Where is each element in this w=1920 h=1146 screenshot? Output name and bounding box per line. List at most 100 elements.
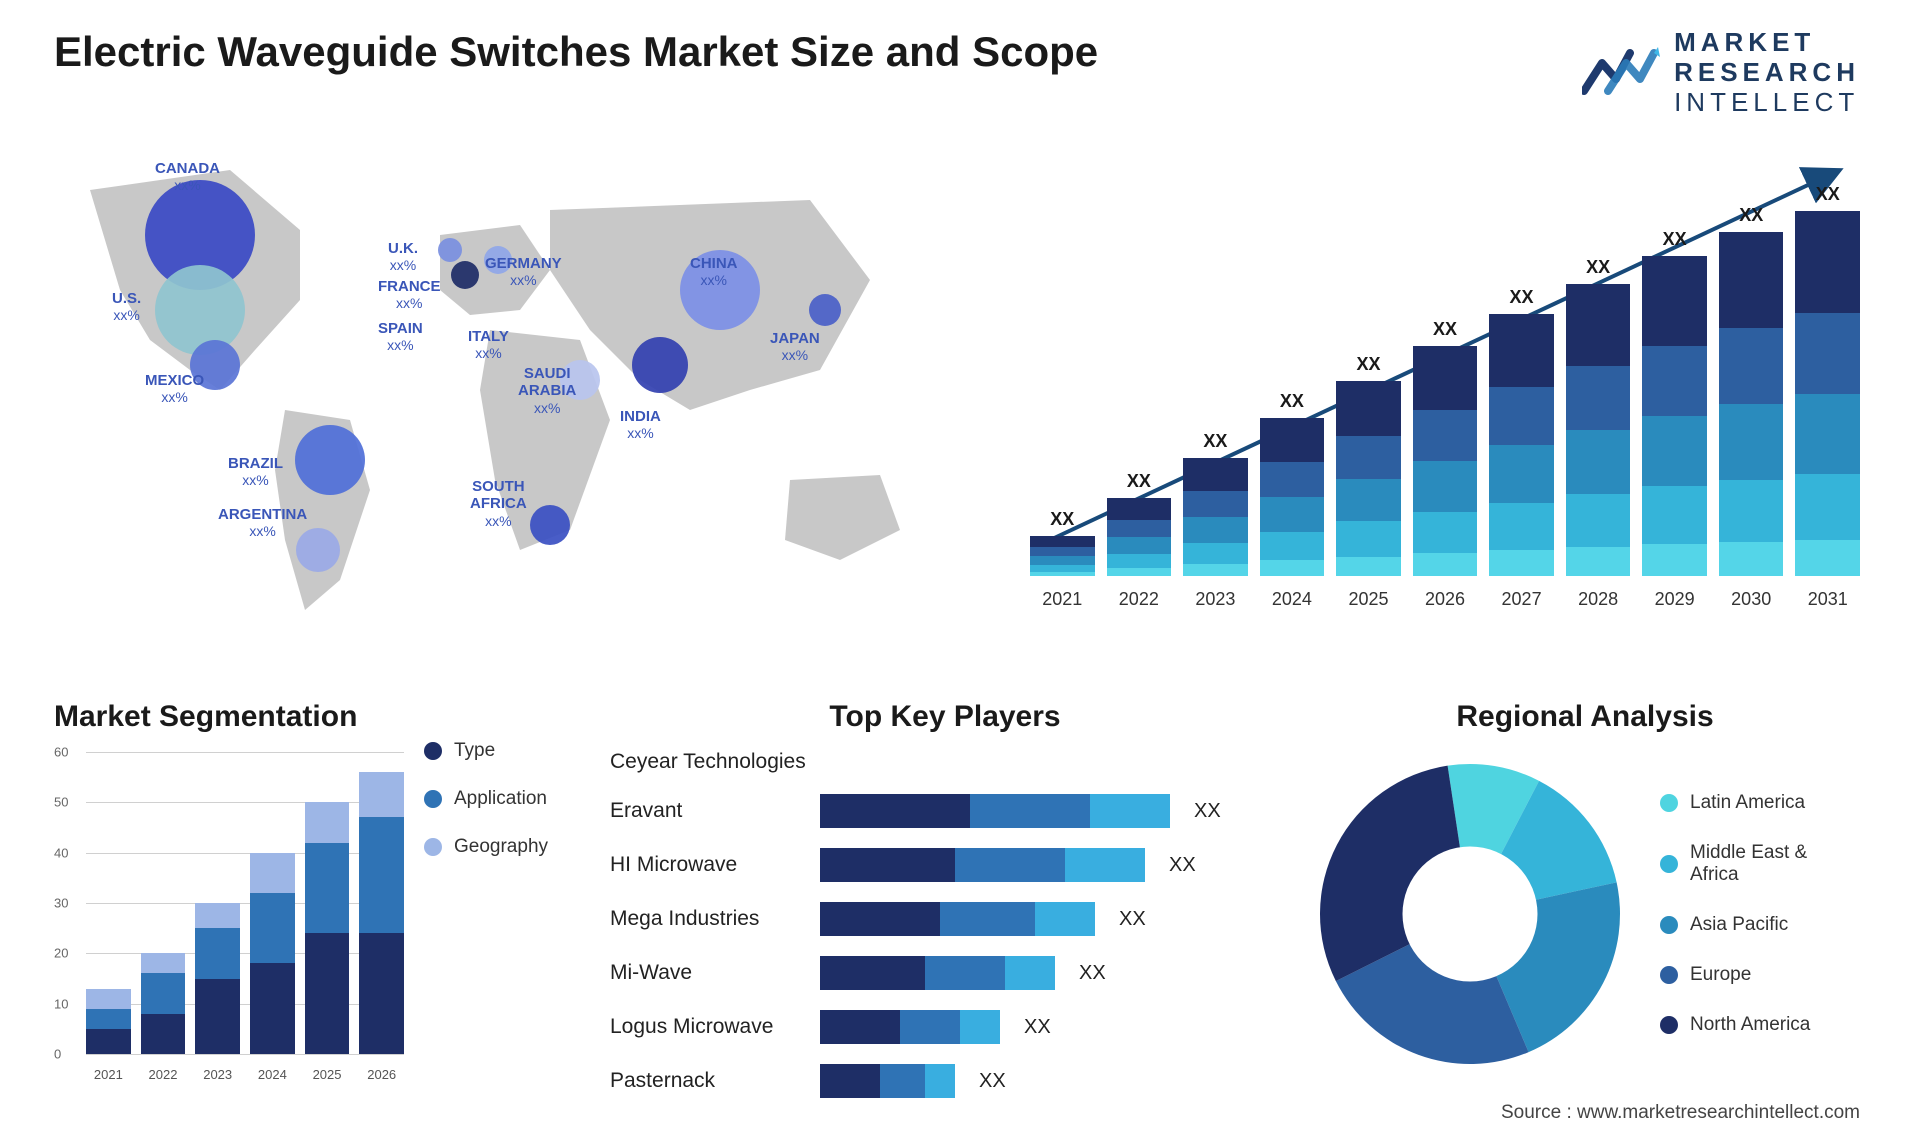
seg-ytick: 40 bbox=[54, 845, 68, 860]
logo-mark-icon bbox=[1582, 45, 1660, 101]
growth-bar: XX bbox=[1030, 509, 1095, 576]
legend-dot-icon bbox=[424, 838, 442, 856]
legend-label: Type bbox=[454, 740, 495, 762]
seg-bar bbox=[86, 989, 131, 1054]
kp-name: Mega Industries bbox=[610, 907, 810, 931]
kp-row: Pasternack XX bbox=[610, 1062, 1280, 1100]
seg-xlabel: 2021 bbox=[86, 1067, 131, 1082]
seg-ytick: 0 bbox=[54, 1047, 61, 1062]
seg-xlabel: 2025 bbox=[305, 1067, 350, 1082]
regional-title: Regional Analysis bbox=[1310, 700, 1860, 734]
kp-row: HI Microwave XX bbox=[610, 846, 1280, 884]
growth-xlabel: 2027 bbox=[1489, 589, 1554, 610]
kp-name: Pasternack bbox=[610, 1069, 810, 1093]
kp-value: XX bbox=[979, 1070, 1006, 1093]
legend-dot-icon bbox=[1660, 966, 1678, 984]
map-country-label: SPAINxx% bbox=[378, 320, 423, 355]
legend-label: Asia Pacific bbox=[1690, 914, 1788, 936]
growth-xlabel: 2021 bbox=[1030, 589, 1095, 610]
map-country-label: U.S.xx% bbox=[112, 290, 141, 325]
map-country-label: CHINAxx% bbox=[690, 255, 738, 290]
kp-row: Mega Industries XX bbox=[610, 900, 1280, 938]
legend-dot-icon bbox=[1660, 1016, 1678, 1034]
kp-bar bbox=[820, 902, 1095, 936]
growth-xlabel: 2031 bbox=[1795, 589, 1860, 610]
seg-xlabel: 2023 bbox=[195, 1067, 240, 1082]
growth-bar: XX bbox=[1183, 431, 1248, 576]
growth-bar: XX bbox=[1413, 319, 1478, 576]
map-country-label: MEXICOxx% bbox=[145, 372, 204, 407]
seg-ytick: 30 bbox=[54, 896, 68, 911]
seg-bar bbox=[305, 802, 350, 1054]
growth-bar: XX bbox=[1107, 471, 1172, 576]
seg-bar bbox=[141, 953, 186, 1054]
growth-xlabel: 2030 bbox=[1719, 589, 1784, 610]
seg-ytick: 50 bbox=[54, 795, 68, 810]
legend-item: Middle East &Africa bbox=[1660, 842, 1810, 886]
kp-row: Mi-WaveXX bbox=[610, 954, 1280, 992]
kp-value: XX bbox=[1119, 908, 1146, 931]
legend-dot-icon bbox=[424, 742, 442, 760]
map-country-label: SAUDIARABIAxx% bbox=[518, 365, 576, 417]
legend-item: Type bbox=[424, 740, 548, 762]
segmentation-legend: Type Application Geography bbox=[424, 740, 548, 858]
world-map: CANADAxx%U.S.xx%MEXICOxx%BRAZILxx%ARGENT… bbox=[50, 140, 950, 640]
growth-bar: XX bbox=[1566, 257, 1631, 576]
growth-bar: XX bbox=[1336, 354, 1401, 576]
legend-dot-icon bbox=[1660, 916, 1678, 934]
legend-label: Latin America bbox=[1690, 792, 1805, 814]
seg-bar bbox=[195, 903, 240, 1054]
growth-bar-chart: XXXXXXXXXXXXXXXXXXXXXX 20212022202320242… bbox=[1030, 140, 1860, 610]
legend-label: Middle East &Africa bbox=[1690, 842, 1807, 886]
key-players-title: Top Key Players bbox=[610, 700, 1280, 734]
kp-name: Eravant bbox=[610, 799, 810, 823]
kp-bar bbox=[820, 956, 1055, 990]
seg-xlabel: 2026 bbox=[359, 1067, 404, 1082]
legend-label: Geography bbox=[454, 836, 548, 858]
kp-name: Logus Microwave bbox=[610, 1015, 810, 1039]
kp-bar bbox=[820, 1010, 1000, 1044]
legend-label: Europe bbox=[1690, 964, 1751, 986]
seg-xlabel: 2022 bbox=[141, 1067, 186, 1082]
kp-value: XX bbox=[1169, 854, 1196, 877]
seg-bar bbox=[359, 772, 404, 1054]
map-country-label: ARGENTINAxx% bbox=[218, 506, 307, 541]
kp-value: XX bbox=[1079, 962, 1106, 985]
seg-ytick: 10 bbox=[54, 996, 68, 1011]
kp-row: Logus MicrowaveXX bbox=[610, 1008, 1280, 1046]
growth-bar: XX bbox=[1795, 184, 1860, 576]
regional-legend: Latin America Middle East &Africa Asia Pac… bbox=[1660, 792, 1810, 1036]
legend-label: Application bbox=[454, 788, 547, 810]
growth-bar: XX bbox=[1642, 229, 1707, 576]
kp-value: XX bbox=[1194, 800, 1221, 823]
legend-item: Asia Pacific bbox=[1660, 914, 1810, 936]
legend-item: Latin America bbox=[1660, 792, 1810, 814]
growth-xlabel: 2023 bbox=[1183, 589, 1248, 610]
kp-name: HI Microwave bbox=[610, 853, 810, 877]
source-attribution: Source : www.marketresearchintellect.com bbox=[1501, 1102, 1860, 1124]
legend-dot-icon bbox=[1660, 855, 1678, 873]
brand-logo: MARKET RESEARCH INTELLECT bbox=[1582, 28, 1860, 118]
regional-donut-chart bbox=[1310, 754, 1630, 1074]
seg-xlabel: 2024 bbox=[250, 1067, 295, 1082]
logo-text: MARKET RESEARCH INTELLECT bbox=[1674, 28, 1860, 118]
seg-bar bbox=[250, 853, 295, 1054]
legend-item: Application bbox=[424, 788, 548, 810]
legend-item: Europe bbox=[1660, 964, 1810, 986]
kp-header: Ceyear Technologies bbox=[610, 748, 1280, 776]
page-title: Electric Waveguide Switches Market Size … bbox=[54, 28, 1098, 76]
kp-row: Eravant XX bbox=[610, 792, 1280, 830]
map-country-label: JAPANxx% bbox=[770, 330, 820, 365]
growth-xlabel: 2026 bbox=[1413, 589, 1478, 610]
legend-dot-icon bbox=[424, 790, 442, 808]
map-country-label: GERMANYxx% bbox=[485, 255, 562, 290]
seg-ytick: 20 bbox=[54, 946, 68, 961]
growth-bar: XX bbox=[1719, 205, 1784, 576]
map-country-label: U.K.xx% bbox=[388, 240, 418, 275]
growth-xlabel: 2022 bbox=[1107, 589, 1172, 610]
map-country-label: SOUTHAFRICAxx% bbox=[470, 478, 527, 530]
segmentation-chart: 0102030405060 202120222023202420252026 bbox=[54, 752, 404, 1082]
growth-xlabel: 2024 bbox=[1260, 589, 1325, 610]
kp-bar bbox=[820, 848, 1145, 882]
map-country-label: INDIAxx% bbox=[620, 408, 661, 443]
